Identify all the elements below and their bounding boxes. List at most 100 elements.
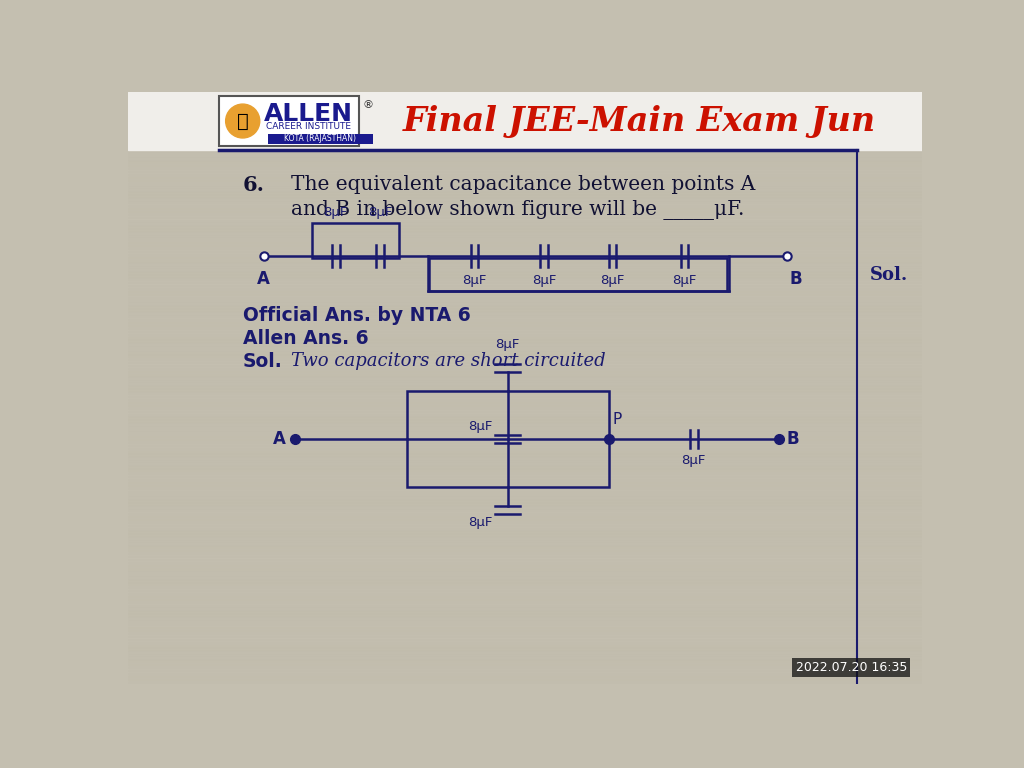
Bar xyxy=(128,463,922,465)
Bar xyxy=(128,541,922,542)
Bar xyxy=(128,310,922,311)
Bar xyxy=(128,528,922,529)
Bar xyxy=(128,337,922,339)
Text: 8μF: 8μF xyxy=(324,207,348,219)
Bar xyxy=(128,340,922,342)
Bar xyxy=(128,645,922,647)
Bar xyxy=(128,140,922,141)
Bar xyxy=(128,316,922,317)
Bar xyxy=(128,534,922,536)
Bar xyxy=(128,460,922,462)
Bar xyxy=(128,201,922,203)
Bar xyxy=(128,451,922,452)
Bar xyxy=(128,263,922,265)
Bar xyxy=(128,608,922,610)
Bar xyxy=(128,121,922,123)
Bar xyxy=(128,383,922,385)
Bar xyxy=(407,391,608,487)
Bar xyxy=(128,359,922,360)
Bar xyxy=(128,217,922,218)
Bar xyxy=(128,158,922,160)
Bar xyxy=(128,300,922,302)
Bar xyxy=(128,356,922,357)
Bar xyxy=(128,207,922,209)
Text: B: B xyxy=(786,430,800,448)
Bar xyxy=(128,306,922,308)
Bar xyxy=(128,617,922,619)
Bar xyxy=(128,319,922,320)
Bar xyxy=(128,605,922,607)
Bar xyxy=(128,180,922,181)
Bar xyxy=(128,581,922,582)
Bar xyxy=(128,251,922,253)
Bar xyxy=(128,349,922,351)
Bar xyxy=(128,204,922,206)
Bar xyxy=(128,497,922,498)
Bar xyxy=(128,482,922,483)
Bar xyxy=(128,559,922,561)
Bar xyxy=(128,642,922,644)
Bar xyxy=(128,334,922,336)
Bar xyxy=(128,673,922,674)
Bar xyxy=(312,223,399,258)
Text: CAREER INSTITUTE: CAREER INSTITUTE xyxy=(266,121,351,131)
Bar xyxy=(128,578,922,579)
Bar xyxy=(128,365,922,366)
Text: 8μF: 8μF xyxy=(468,516,493,529)
Bar xyxy=(128,118,922,120)
Bar xyxy=(128,279,922,280)
Bar xyxy=(128,538,922,539)
Bar xyxy=(128,115,922,117)
Bar xyxy=(128,164,922,166)
Bar xyxy=(219,96,359,146)
Bar xyxy=(128,512,922,514)
Bar xyxy=(128,198,922,200)
Text: Sol.: Sol. xyxy=(870,266,908,284)
Text: 6.: 6. xyxy=(243,175,264,195)
Bar xyxy=(128,189,922,190)
Bar xyxy=(128,245,922,247)
Bar xyxy=(128,445,922,446)
Bar xyxy=(128,303,922,305)
Bar xyxy=(128,414,922,415)
Bar xyxy=(128,313,922,314)
Bar xyxy=(128,276,922,277)
Bar xyxy=(128,488,922,489)
Bar xyxy=(128,331,922,333)
Bar xyxy=(128,676,922,677)
Bar xyxy=(128,639,922,641)
Bar xyxy=(128,478,922,480)
Bar xyxy=(128,223,922,224)
Bar xyxy=(128,636,922,637)
Bar xyxy=(128,137,922,138)
Bar xyxy=(128,124,922,126)
Text: 8μF: 8μF xyxy=(682,455,706,468)
Bar xyxy=(128,97,922,98)
Bar xyxy=(128,423,922,425)
Bar xyxy=(128,368,922,369)
Bar xyxy=(128,565,922,567)
Bar xyxy=(128,611,922,613)
Bar xyxy=(128,571,922,573)
Bar xyxy=(128,547,922,548)
Bar xyxy=(128,242,922,243)
Bar xyxy=(128,454,922,455)
Bar xyxy=(128,682,922,684)
Bar xyxy=(128,602,922,604)
Text: The equivalent capacitance between points A: The equivalent capacitance between point… xyxy=(291,175,755,194)
Bar xyxy=(128,509,922,511)
Bar xyxy=(128,226,922,227)
Bar xyxy=(128,420,922,422)
Text: A: A xyxy=(272,430,286,448)
Text: and B in below shown figure will be _____μF.: and B in below shown figure will be ____… xyxy=(291,200,744,220)
Bar xyxy=(128,92,922,150)
Bar xyxy=(128,192,922,194)
Bar xyxy=(128,266,922,268)
Bar xyxy=(128,134,922,135)
Bar xyxy=(128,500,922,502)
Bar xyxy=(128,174,922,175)
Bar xyxy=(128,402,922,403)
Bar xyxy=(128,469,922,471)
Text: 8μF: 8μF xyxy=(532,274,556,287)
Bar xyxy=(128,426,922,428)
